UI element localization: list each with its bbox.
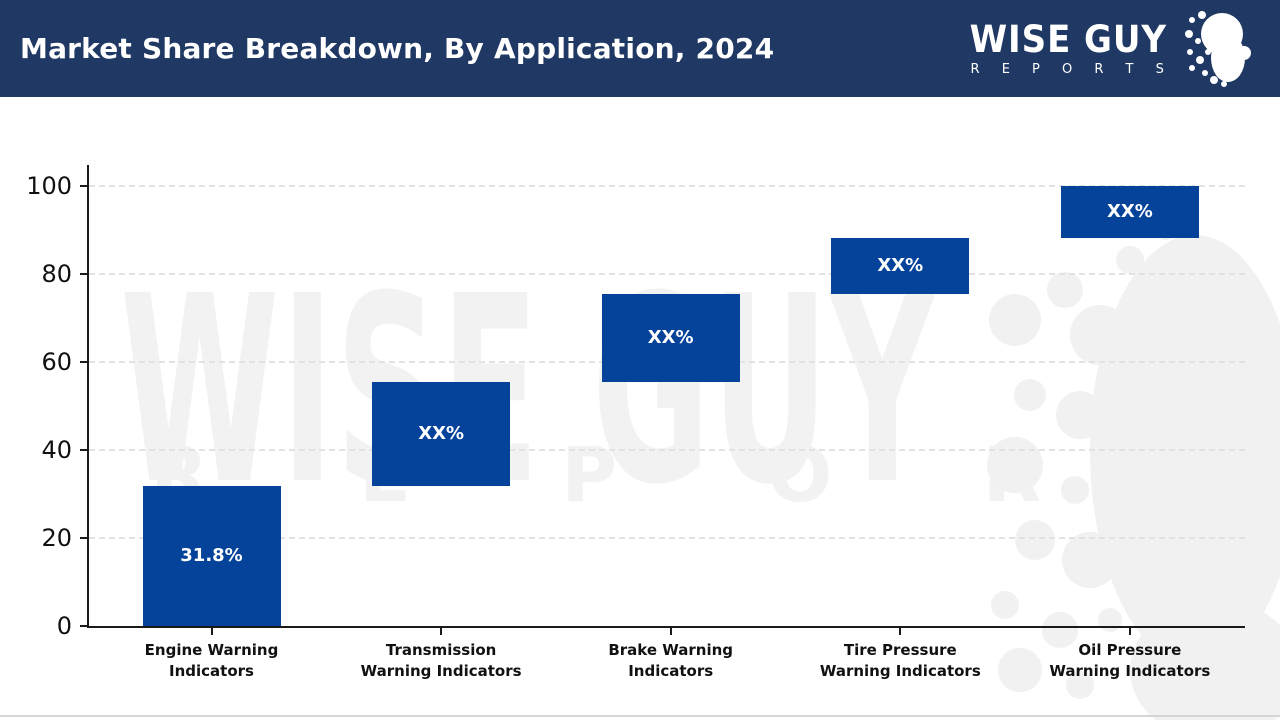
bar — [1060, 186, 1199, 238]
brand-name: WISE GUY — [969, 18, 1168, 61]
y-tick-mark — [80, 361, 87, 363]
y-tick-mark — [80, 185, 87, 187]
page-title: Market Share Breakdown, By Application, … — [20, 32, 775, 65]
y-tick-label: 40 — [41, 436, 72, 464]
bar — [142, 486, 281, 626]
bar-value-label: XX% — [418, 422, 464, 444]
x-tick-mark — [440, 628, 443, 635]
y-tick-mark — [80, 449, 87, 451]
y-tick-mark — [80, 273, 87, 275]
bar — [601, 293, 740, 382]
bar-value-label: XX% — [647, 326, 694, 348]
y-axis-line — [87, 165, 89, 627]
x-tick-label: Tire Pressure Warning Indicators — [819, 641, 981, 681]
y-tick-label: 80 — [41, 260, 72, 288]
brand-logo: WISE GUY R E P O R T S — [961, 8, 1256, 90]
y-tick-mark — [80, 625, 87, 627]
bar-value-label: 31.8% — [180, 545, 243, 567]
x-tick-mark — [1128, 628, 1131, 635]
y-tick-label: 60 — [41, 348, 72, 376]
brand-subtitle: R E P O R T S — [970, 62, 1173, 77]
bar-value-label: XX% — [1106, 200, 1153, 222]
bar — [831, 237, 970, 294]
header: Market Share Breakdown, By Application, … — [0, 0, 1280, 97]
bar — [372, 381, 511, 487]
x-tick-label: Engine Warning Indicators — [144, 641, 279, 681]
gridline — [89, 537, 1245, 539]
x-tick-mark — [210, 628, 213, 635]
footer-divider — [0, 715, 1280, 717]
brand-head-icon — [1185, 10, 1251, 87]
x-tick-mark — [899, 628, 902, 635]
x-tick-label: Transmission Warning Indicators — [360, 641, 522, 681]
x-axis-line — [87, 626, 1245, 628]
gridline — [89, 185, 1245, 187]
y-tick-label: 0 — [56, 612, 72, 640]
x-tick-label: Brake Warning Indicators — [608, 641, 734, 681]
x-tick-mark — [669, 628, 672, 635]
gridline — [89, 449, 1245, 451]
brand-logo-text: WISE GUY R E P O R T S — [961, 21, 1176, 76]
x-tick-label: Oil Pressure Warning Indicators — [1049, 641, 1211, 681]
y-tick-label: 20 — [41, 524, 72, 552]
bar-value-label: XX% — [877, 254, 924, 276]
y-tick-label: 100 — [26, 172, 72, 200]
gridline — [89, 273, 1245, 275]
y-tick-mark — [80, 537, 87, 539]
